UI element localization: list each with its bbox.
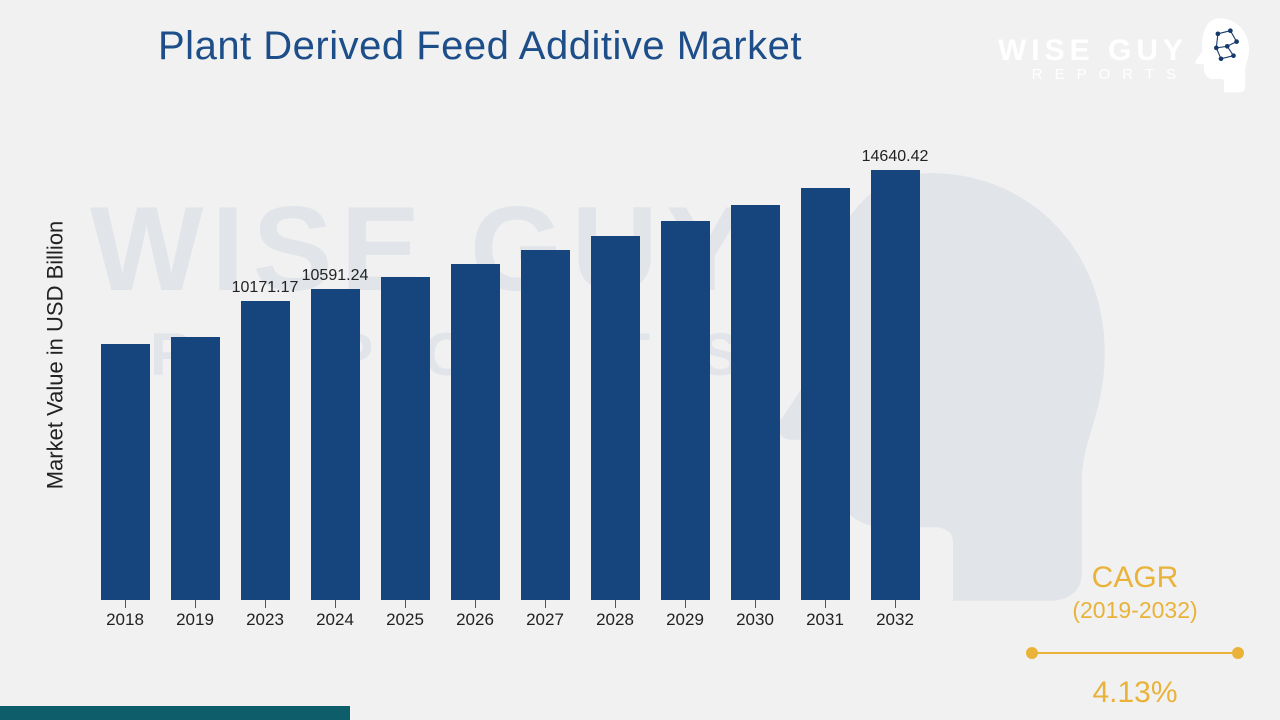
- bar: [731, 205, 780, 600]
- bottom-accent-strip: [0, 706, 350, 720]
- chart-bars-container: 10171.1710591.24 14640.42: [90, 130, 930, 600]
- x-tick-label: 2030: [720, 600, 790, 640]
- chart-plot-area: 10171.1710591.24 14640.42: [90, 130, 930, 600]
- chart-y-axis-label-text: Market Value in USD Billion: [42, 221, 68, 490]
- x-tick-label: 2026: [440, 600, 510, 640]
- bar: [521, 250, 570, 600]
- page-root: WISE GUY REPORTS Plant Derived Feed Addi…: [0, 0, 1280, 720]
- cagr-label: CAGR: [990, 561, 1280, 595]
- bar-value-label: 10591.24: [302, 267, 369, 285]
- bar: [381, 277, 430, 600]
- brand-logo-line1: WISE GUY: [998, 34, 1188, 68]
- bar: [661, 221, 710, 600]
- x-tick-label: 2027: [510, 600, 580, 640]
- bar-slot: 10171.17: [230, 130, 300, 600]
- bar: [871, 170, 920, 600]
- bar: [591, 236, 640, 600]
- bar-slot: [370, 130, 440, 600]
- x-tick-label: 2032: [860, 600, 930, 640]
- bar-slot: [790, 130, 860, 600]
- bar: [171, 337, 220, 600]
- brand-logo: WISE GUY REPORTS: [980, 14, 1260, 102]
- bar-slot: 10591.24: [300, 130, 370, 600]
- chart-y-axis-label: Market Value in USD Billion: [40, 130, 70, 580]
- cagr-period: (2019-2032): [990, 597, 1280, 624]
- x-tick-label: 2019: [160, 600, 230, 640]
- x-tick-label: 2023: [230, 600, 300, 640]
- cagr-block: CAGR (2019-2032) 4.13%: [990, 561, 1280, 710]
- cagr-divider: [1024, 642, 1246, 664]
- bar-slot: [90, 130, 160, 600]
- page-title: Plant Derived Feed Additive Market: [0, 24, 960, 69]
- bar-chart: Market Value in USD Billion 10171.171059…: [50, 130, 930, 640]
- x-tick-label: 2029: [650, 600, 720, 640]
- bar-slot: [650, 130, 720, 600]
- chart-x-axis: 2018201920232024202520262027202820292030…: [90, 600, 930, 640]
- brand-logo-head-icon: [1182, 14, 1260, 102]
- x-tick-label: 2018: [90, 600, 160, 640]
- bar: [311, 289, 360, 600]
- bar-slot: 14640.42: [860, 130, 930, 600]
- x-tick-label: 2031: [790, 600, 860, 640]
- bar: [801, 188, 850, 600]
- bar-slot: [580, 130, 650, 600]
- bar-slot: [160, 130, 230, 600]
- x-tick-label: 2028: [580, 600, 650, 640]
- bar: [241, 301, 290, 600]
- bar-slot: [720, 130, 790, 600]
- bar-value-label: 14640.42: [862, 148, 929, 166]
- bar: [451, 264, 500, 600]
- x-tick-label: 2024: [300, 600, 370, 640]
- brand-logo-line2: REPORTS: [998, 66, 1188, 83]
- bar-slot: [440, 130, 510, 600]
- x-tick-label: 2025: [370, 600, 440, 640]
- cagr-value: 4.13%: [990, 676, 1280, 710]
- bar: [101, 344, 150, 600]
- bar-value-label: 10171.17: [232, 279, 299, 297]
- brand-logo-text: WISE GUY REPORTS: [998, 34, 1188, 83]
- bar-slot: [510, 130, 580, 600]
